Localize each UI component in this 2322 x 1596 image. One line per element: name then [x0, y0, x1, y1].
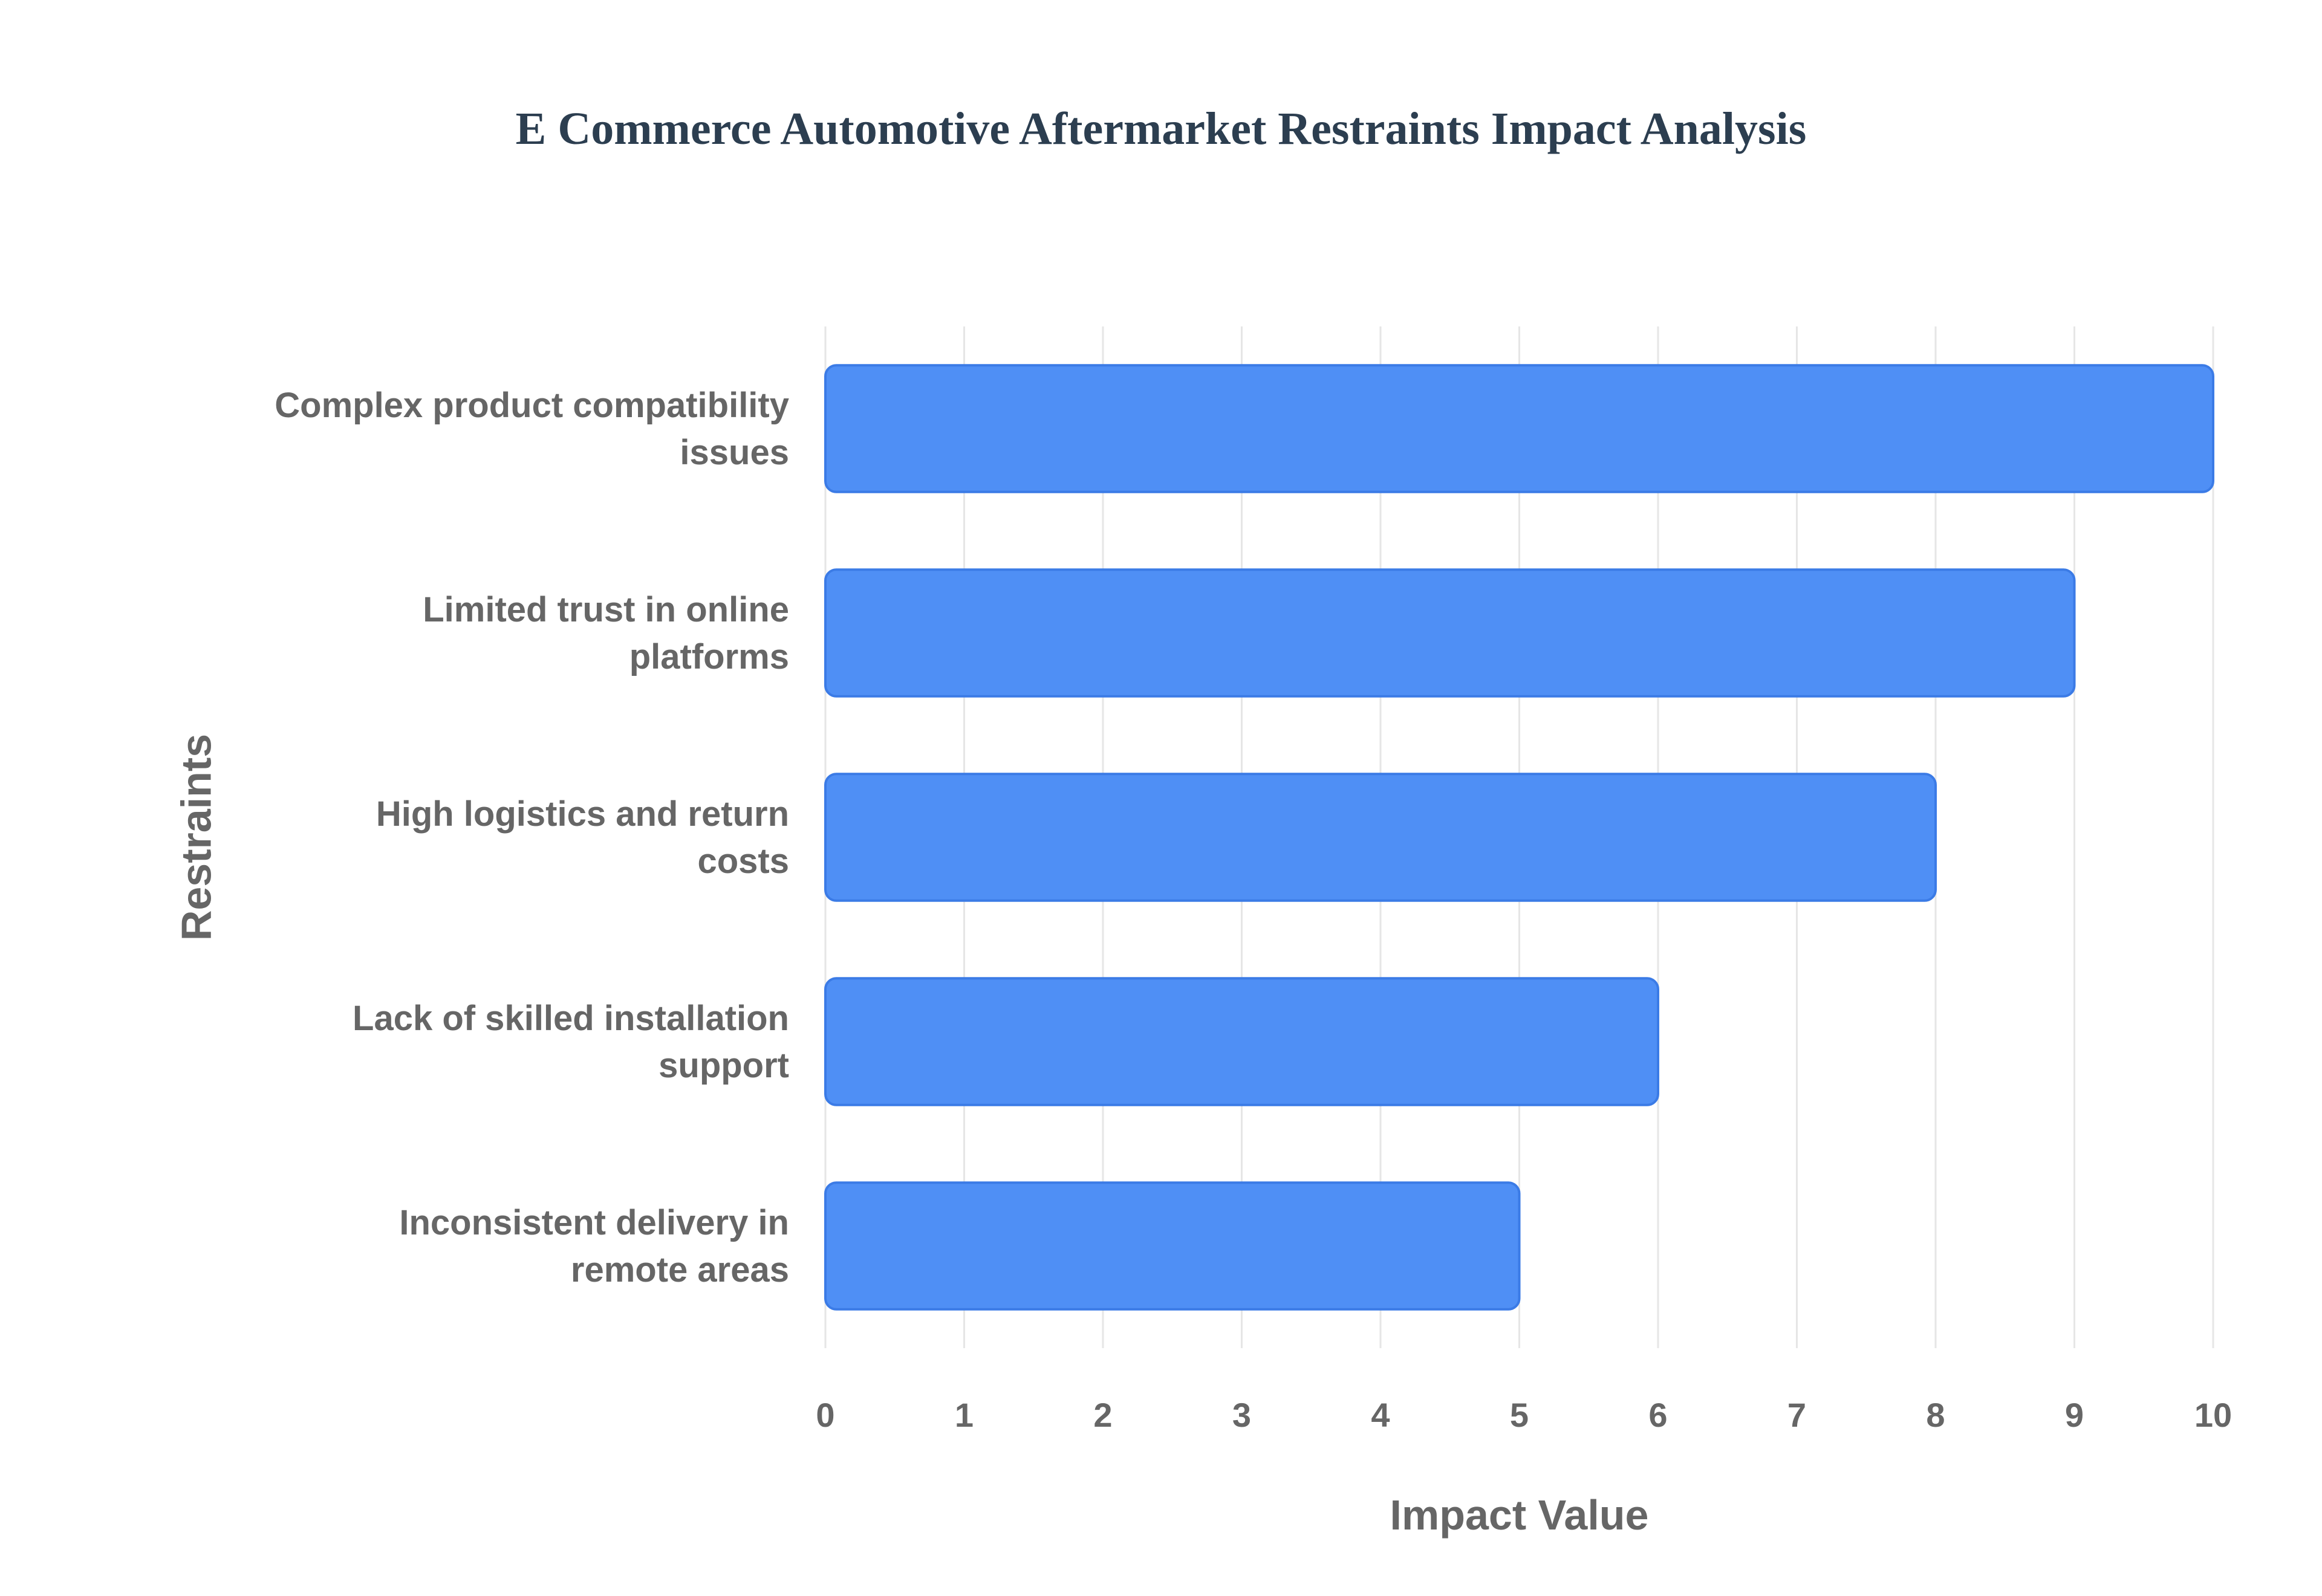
category-labels: Complex product compatibility issues Limit… [275, 386, 789, 1289]
category-label: Inconsistent delivery in [399, 1203, 789, 1242]
bar[interactable] [824, 364, 2214, 493]
x-tick-label: 1 [955, 1396, 974, 1434]
x-tick-label: 6 [1648, 1396, 1667, 1434]
bar[interactable] [824, 773, 1937, 902]
x-tick-label: 0 [816, 1396, 834, 1434]
category-label: remote areas [571, 1250, 789, 1289]
category-label: issues [680, 433, 789, 472]
x-tick-label: 2 [1093, 1396, 1112, 1434]
category-label: Lack of skilled installation [353, 999, 789, 1038]
x-tick-label: 7 [1787, 1396, 1806, 1434]
bars [824, 364, 2214, 1311]
x-tick-label: 10 [2194, 1396, 2232, 1434]
category-label: Complex product compatibility [275, 386, 789, 425]
x-tick-label: 9 [2065, 1396, 2084, 1434]
x-axis-title: Impact Value [1390, 1491, 1649, 1539]
x-tick-label: 4 [1371, 1396, 1390, 1434]
x-tick-label: 5 [1510, 1396, 1529, 1434]
bar[interactable] [824, 1181, 1521, 1311]
category-label: Limited trust in online [423, 590, 789, 629]
category-label: High logistics and return [376, 794, 789, 834]
x-tick-labels: 0 1 2 3 4 5 6 7 8 9 10 [816, 1396, 2232, 1434]
bar[interactable] [824, 977, 1659, 1106]
x-tick-label: 3 [1232, 1396, 1251, 1434]
bar[interactable] [824, 568, 2076, 698]
category-label: platforms [629, 637, 789, 676]
category-label: costs [697, 842, 789, 881]
category-label: support [659, 1046, 789, 1085]
chart-title: E Commerce Automotive Aftermarket Restra… [515, 103, 1807, 154]
y-axis-title: Restraints [172, 734, 220, 941]
x-tick-label: 8 [1926, 1396, 1945, 1434]
